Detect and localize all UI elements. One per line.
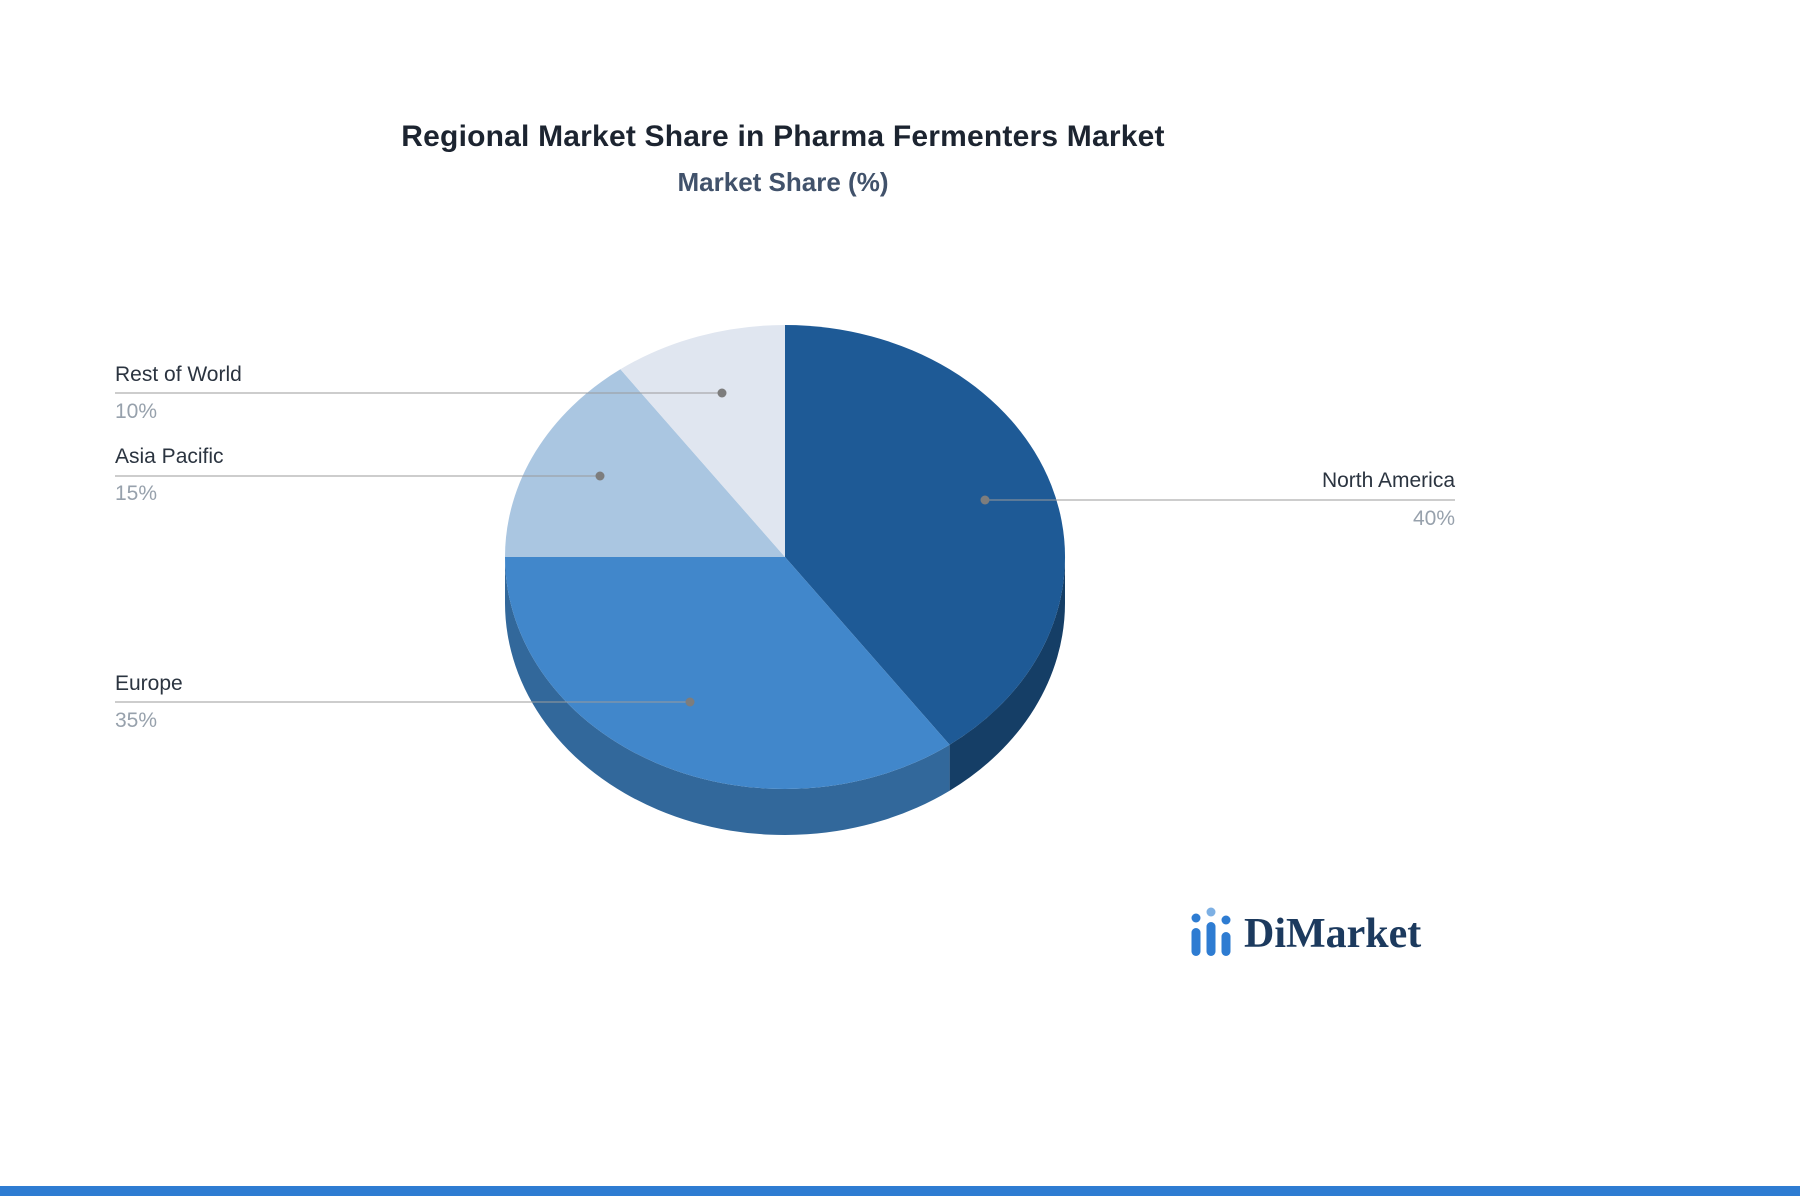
pie-slice-side-europe — [504, 557, 950, 836]
callout-value-north-america: 40% — [1412, 507, 1455, 530]
pie-slice-europe — [504, 557, 950, 790]
bottom-accent-strip — [0, 1186, 1800, 1196]
callout-label-europe: Europe — [115, 672, 183, 695]
callout-dot-rest-of-world — [717, 388, 727, 398]
chart-subtitle: Market Share (%) — [677, 167, 889, 197]
callout-value-rest-of-world: 10% — [115, 400, 158, 423]
callout-label-asia-pacific: Asia Pacific — [115, 445, 224, 468]
dimarket-logo-text: DiMarket — [1244, 911, 1422, 957]
callout-label-rest-of-world: Rest of World — [115, 363, 242, 386]
pie-slice-rest-of-world — [620, 325, 785, 557]
pie-slice-asia-pacific — [505, 369, 785, 557]
pie-slice-side-north-america — [949, 557, 1065, 791]
callout-dot-europe — [685, 697, 695, 707]
callout-value-europe: 35% — [115, 709, 158, 732]
callout-value-asia-pacific: 15% — [115, 482, 158, 505]
callout-label-north-america: North America — [1321, 469, 1455, 492]
callout-dot-north-america — [980, 495, 990, 505]
pie-slice-north-america — [785, 325, 1066, 745]
dimarket-logo-icon — [1191, 907, 1231, 956]
callout-dot-asia-pacific — [595, 471, 605, 481]
chart-title: Regional Market Share in Pharma Fermente… — [401, 120, 1165, 153]
dimarket-logo: DiMarket — [1188, 906, 1421, 958]
title-block: Regional Market Share in Pharma Fermente… — [0, 118, 1566, 198]
